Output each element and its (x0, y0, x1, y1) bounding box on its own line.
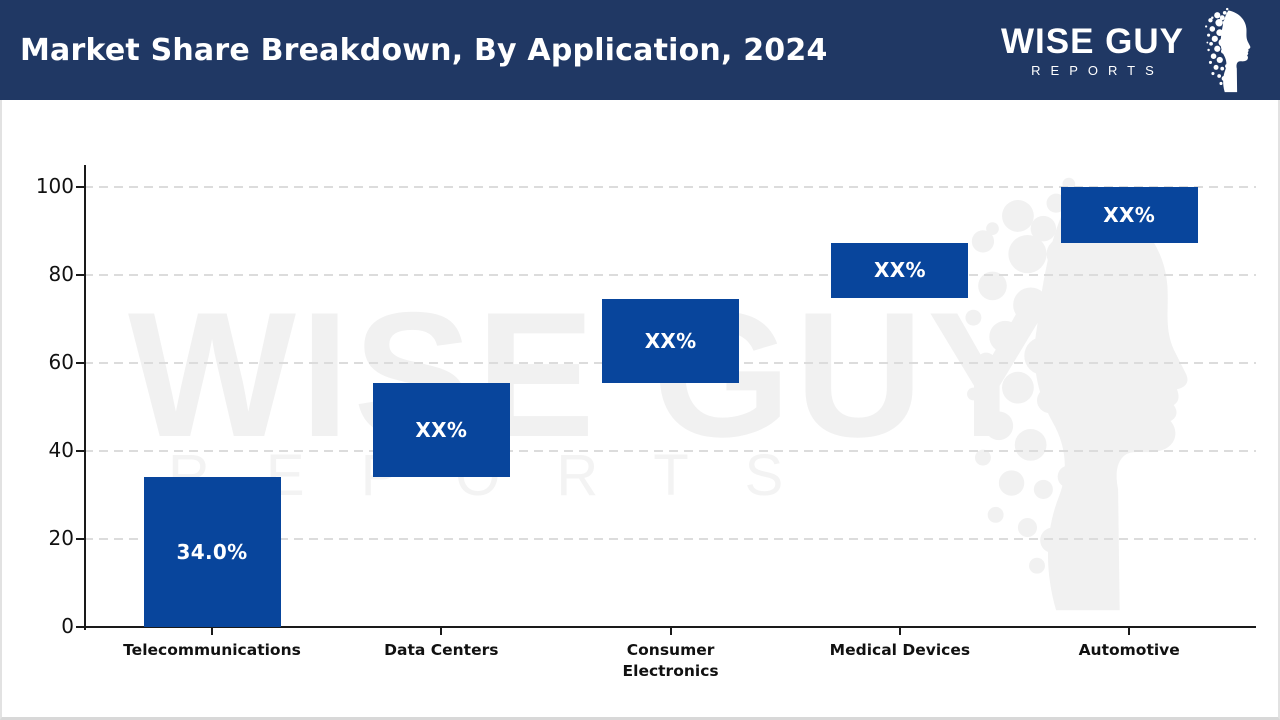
bar-segment: XX% (602, 298, 740, 383)
y-axis-tickmark (76, 361, 84, 364)
y-axis-tick-label: 100 (35, 173, 74, 198)
bar-value-label: XX% (415, 417, 468, 442)
x-axis-line (84, 626, 1256, 628)
x-axis-category-label: Medical Devices (829, 641, 971, 659)
bar-value-label: XX% (644, 328, 697, 353)
y-axis-tick-label: 20 (48, 525, 74, 550)
y-axis-tickmark (76, 449, 84, 452)
y-gridline (84, 185, 1256, 188)
chart-header: Market Share Breakdown, By Application, … (0, 0, 1280, 100)
x-axis-tickmark (1128, 628, 1131, 635)
y-axis-tickmark (76, 626, 84, 628)
bar-value-label: 34.0% (176, 540, 248, 565)
x-axis-tickmark (211, 628, 213, 635)
bar-segment: XX% (831, 242, 969, 298)
bar-segment: 34.0% (143, 477, 281, 627)
wise-guy-reports-logo: WISE GUY REPORTS (1001, 6, 1252, 94)
y-axis-tickmark (76, 185, 84, 188)
y-axis-tick-label: 40 (48, 437, 74, 462)
page-title: Market Share Breakdown, By Application, … (20, 32, 828, 68)
y-gridline (84, 273, 1256, 276)
x-axis-tickmark (440, 628, 443, 635)
bar-segment: XX% (1060, 186, 1198, 243)
y-gridline (84, 537, 1256, 540)
x-axis-category-label: Telecommunications (123, 641, 301, 659)
x-axis-tickmark (898, 628, 901, 635)
x-axis-category-label: Consumer Electronics (622, 641, 719, 680)
y-axis-tick-label: 0 (61, 614, 74, 638)
y-gridline (84, 449, 1256, 452)
logo-wordmark: WISE GUY REPORTS (1001, 24, 1184, 77)
bar-value-label: XX% (874, 258, 926, 283)
wise-guy-head-icon (1205, 7, 1251, 93)
y-axis-tickmark (76, 273, 84, 276)
y-axis-line (84, 164, 86, 630)
y-axis-tickmark (76, 537, 84, 540)
y-axis-tick-label: 80 (48, 261, 74, 286)
x-axis-category-label: Automotive (1078, 641, 1180, 659)
logo-brand-subname: REPORTS (1031, 62, 1164, 78)
logo-brand-name: WISE GUY (1000, 21, 1184, 61)
x-axis-tickmark (669, 628, 672, 635)
bar-segment: XX% (372, 382, 510, 478)
y-axis-tick-label: 60 (48, 349, 74, 374)
bar-value-label: XX% (1103, 202, 1156, 227)
x-axis-category-label: Data Centers (384, 641, 499, 659)
